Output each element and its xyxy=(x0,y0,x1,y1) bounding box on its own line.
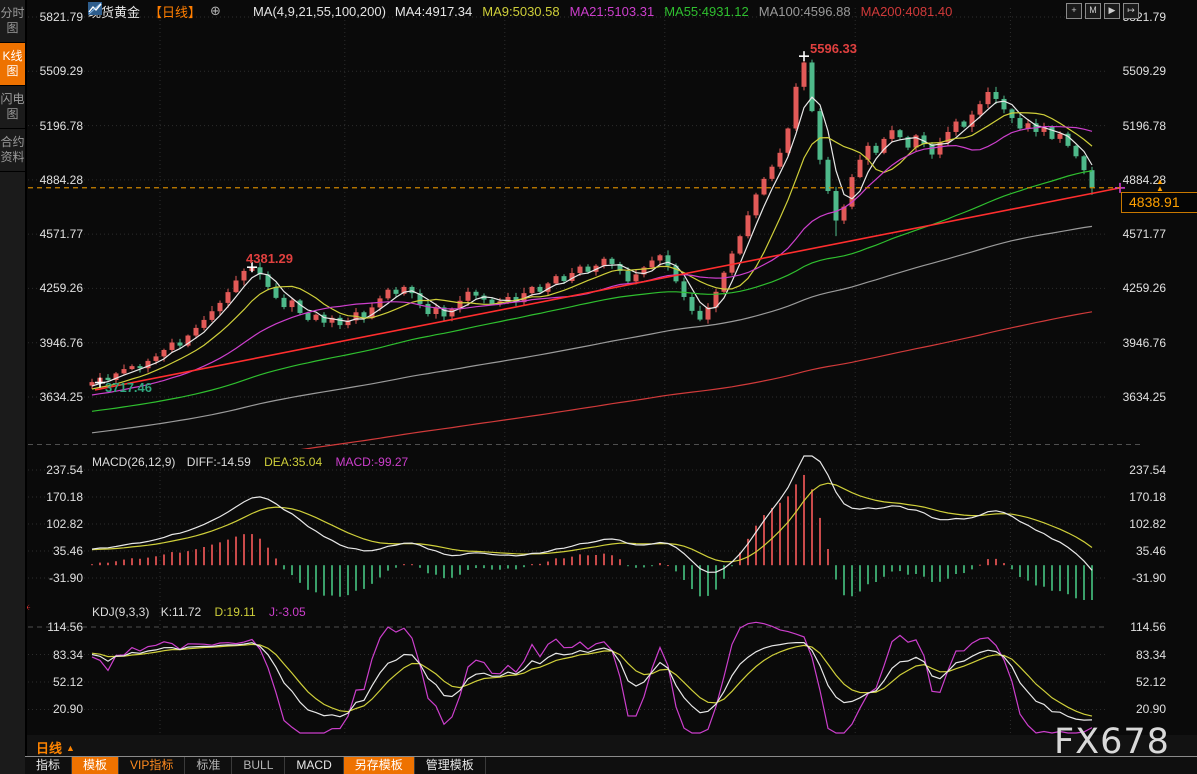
axis-label: 3634.25 xyxy=(39,389,83,404)
axis-label: -31.90 xyxy=(48,570,83,585)
toolbar-tab[interactable]: BULL xyxy=(232,757,286,774)
toolbar-tab[interactable]: VIP指标 xyxy=(119,757,186,774)
axis-label: 4571.77 xyxy=(39,227,83,242)
macd-header[interactable]: MACD(26,12,9) DIFF:-14.59 DEA:35.04 MACD… xyxy=(92,455,408,469)
timeframe-label[interactable]: 【日线】 xyxy=(149,4,202,20)
macd-params: MACD(26,12,9) xyxy=(92,455,176,469)
ma-value-label: MA9:5030.58 xyxy=(482,3,560,19)
toolbar-tab[interactable]: MACD xyxy=(285,757,344,774)
x-axis-row xyxy=(25,735,1197,756)
toolbar-tab[interactable]: 另存模板 xyxy=(343,757,415,774)
kdj-k-value: K:11.72 xyxy=(160,605,202,619)
axis-label: 5821.79 xyxy=(39,10,83,24)
price-annotation: 3717.46 xyxy=(105,379,152,395)
ma-values: MA4:4917.34 MA9:5030.58 MA21:5103.31 MA55:4… xyxy=(395,4,962,19)
toolbar-tab[interactable]: 管理模板 xyxy=(415,757,486,774)
axis-label: 52.12 xyxy=(1135,675,1166,689)
axis-label: 3946.76 xyxy=(1122,335,1166,350)
sidebar-item[interactable]: K线图 xyxy=(0,43,25,86)
ma-value-label: MA4:4917.34 xyxy=(394,3,473,19)
axis-label: 5196.78 xyxy=(1122,118,1166,133)
ma-value-label: MA200:4081.40 xyxy=(860,3,953,19)
macd-diff-value: DIFF:-14.59 xyxy=(186,455,251,469)
toolbar-tab[interactable]: 标准 xyxy=(185,757,233,774)
kdj-d-value: D:19.11 xyxy=(214,605,256,619)
axis-label: -31.90 xyxy=(1131,570,1166,585)
axis-label: 102.82 xyxy=(46,517,83,531)
sidebar-item[interactable]: 闪电图 xyxy=(0,86,25,129)
axis-label: 20.90 xyxy=(1135,702,1166,717)
ma-value-label: MA21:5103.31 xyxy=(569,3,655,19)
kdj-header[interactable]: KDJ(9,3,3) K:11.72 D:19.11 J:-3.05 xyxy=(92,605,306,619)
chevron-up-icon: ▲ xyxy=(66,743,75,753)
pop-out-icon[interactable]: ↦ xyxy=(1123,3,1139,19)
price-annotation: 4381.29 xyxy=(246,251,293,267)
ma-params-label: MA(4,9,21,55,100,200) xyxy=(252,3,386,19)
sidebar-item[interactable]: 分时图 xyxy=(0,0,25,43)
axis-label: 35.46 xyxy=(52,543,83,558)
axis-label: 4259.26 xyxy=(1122,281,1166,296)
axis-label: 83.34 xyxy=(1135,647,1166,662)
manual-scale-icon[interactable]: M xyxy=(1085,3,1101,19)
ma-value-label: MA100:4596.88 xyxy=(758,3,851,19)
axis-label: 83.34 xyxy=(52,647,83,662)
axis-label: 20.90 xyxy=(52,702,83,717)
toolbar-tab[interactable]: 指标 xyxy=(25,757,73,774)
kdj-j-value: J:-3.05 xyxy=(269,605,306,619)
watermark: FX678 xyxy=(1054,722,1170,762)
price-annotation: 5596.33 xyxy=(810,41,857,57)
auto-scale-icon[interactable]: ▶ xyxy=(1104,3,1120,19)
axis-label: 5509.29 xyxy=(39,64,83,79)
axis-label: 52.12 xyxy=(52,675,83,689)
current-price-label: 4838.91 xyxy=(1121,192,1197,213)
axis-label: 102.82 xyxy=(1129,517,1166,531)
chart-type-icon[interactable] xyxy=(88,2,244,18)
axis-label: 4884.28 xyxy=(39,172,83,187)
axis-label: 5509.29 xyxy=(1122,64,1166,79)
axis-label: 3946.76 xyxy=(39,335,83,350)
axis-label: 170.18 xyxy=(46,490,83,504)
axis-label: 237.54 xyxy=(1129,463,1166,477)
axis-label: 4571.77 xyxy=(1122,227,1166,242)
axis-label: 237.54 xyxy=(46,463,83,477)
add-compare-icon[interactable]: ⊕ xyxy=(210,3,221,18)
kdj-params: KDJ(9,3,3) xyxy=(92,605,150,619)
axis-label: 114.56 xyxy=(47,620,83,634)
sidebar: 分时图 K线图 闪电图 合约资料 xyxy=(0,0,27,774)
pan-crosshair-icon[interactable]: + xyxy=(1066,3,1082,19)
axis-label: 170.18 xyxy=(1129,490,1166,504)
chart-toolbar-icons: + M ▶ ↦ xyxy=(1066,3,1139,19)
axis-label: 4259.26 xyxy=(39,281,83,296)
chart-header: 现货黄金 【日线】 ⊕ MA(4,9,21,55,100,200) MA4:49… xyxy=(88,2,962,20)
bottom-toolbar: 指标 模板 VIP指标 标准 BULL MACD 另存模板 管理模板 xyxy=(25,756,1197,774)
ma-value-label: MA55:4931.12 xyxy=(664,3,749,19)
axis-label: 35.46 xyxy=(1135,543,1166,558)
toolbar-tab[interactable]: 模板 xyxy=(72,757,120,774)
period-selector[interactable]: 日线 ▲ xyxy=(36,741,75,756)
axis-label: 4884.28 xyxy=(1122,172,1166,187)
macd-value: MACD:-99.27 xyxy=(335,455,409,469)
axis-label: 3634.25 xyxy=(1122,389,1166,404)
sidebar-item[interactable]: 合约资料 xyxy=(0,129,25,172)
chart-canvas[interactable] xyxy=(0,0,1197,735)
axis-label: 5196.78 xyxy=(39,118,83,133)
axis-label: 114.56 xyxy=(1130,620,1166,634)
price-alert-arrows-icon[interactable]: ▲ ▲ xyxy=(1156,177,1164,193)
macd-dea-value: DEA:35.04 xyxy=(264,455,323,469)
